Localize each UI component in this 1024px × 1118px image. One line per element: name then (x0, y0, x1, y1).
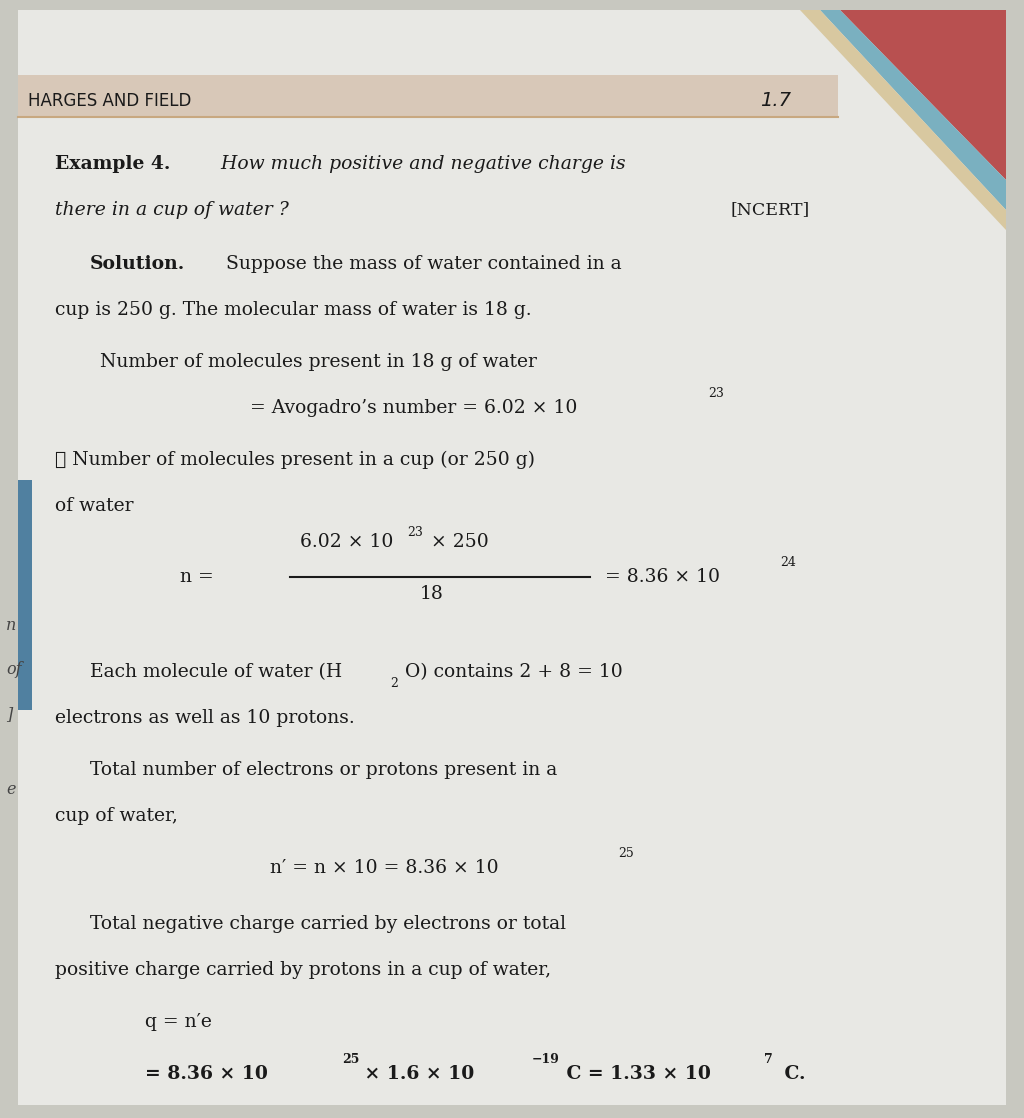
Text: 25: 25 (618, 847, 634, 860)
Polygon shape (840, 10, 1006, 180)
Text: of: of (6, 662, 22, 679)
Text: 23: 23 (407, 525, 423, 539)
Text: O) contains 2 + 8 = 10: O) contains 2 + 8 = 10 (406, 663, 623, 681)
Text: ]: ] (6, 707, 12, 723)
Text: ∴ Number of molecules present in a cup (or 250 g): ∴ Number of molecules present in a cup (… (55, 451, 535, 470)
Text: Number of molecules present in 18 g of water: Number of molecules present in 18 g of w… (100, 353, 537, 371)
Text: −19: −19 (532, 1053, 560, 1065)
Text: there in a cup of water ?: there in a cup of water ? (55, 201, 289, 219)
FancyBboxPatch shape (18, 10, 1006, 1105)
Text: × 250: × 250 (425, 533, 488, 551)
Text: 6.02 × 10: 6.02 × 10 (300, 533, 393, 551)
Bar (18, 75, 838, 117)
Text: n: n (6, 616, 16, 634)
Text: = 8.36 × 10: = 8.36 × 10 (605, 568, 720, 586)
Text: 1.7: 1.7 (760, 92, 791, 111)
Text: 25: 25 (342, 1053, 359, 1065)
Bar (18, 480, 32, 710)
Text: Each molecule of water (H: Each molecule of water (H (90, 663, 342, 681)
Text: n =: n = (180, 568, 214, 586)
Text: How much positive and negative charge is: How much positive and negative charge is (215, 155, 626, 173)
Text: Suppose the mass of water contained in a: Suppose the mass of water contained in a (220, 255, 622, 273)
Text: = Avogadro’s number = 6.02 × 10: = Avogadro’s number = 6.02 × 10 (250, 399, 578, 417)
Text: 2: 2 (390, 678, 398, 690)
Text: Solution.: Solution. (90, 255, 185, 273)
Text: electrons as well as 10 protons.: electrons as well as 10 protons. (55, 709, 354, 727)
Polygon shape (800, 10, 1006, 230)
Text: = 8.36 × 10: = 8.36 × 10 (145, 1065, 268, 1083)
Text: 18: 18 (420, 585, 443, 603)
Text: 7: 7 (764, 1053, 773, 1065)
Text: Example 4.: Example 4. (55, 155, 170, 173)
Text: HARGES AND FIELD: HARGES AND FIELD (28, 92, 191, 110)
Text: C = 1.33 × 10: C = 1.33 × 10 (560, 1065, 711, 1083)
Text: of water: of water (55, 498, 133, 515)
Text: e: e (6, 781, 15, 798)
Text: Total negative charge carried by electrons or total: Total negative charge carried by electro… (90, 915, 566, 934)
Text: cup is 250 g. The molecular mass of water is 18 g.: cup is 250 g. The molecular mass of wate… (55, 301, 531, 319)
Text: positive charge carried by protons in a cup of water,: positive charge carried by protons in a … (55, 961, 551, 979)
Text: × 1.6 × 10: × 1.6 × 10 (358, 1065, 474, 1083)
Text: 24: 24 (780, 557, 796, 569)
Text: q = n′e: q = n′e (145, 1013, 212, 1031)
Text: 23: 23 (708, 387, 724, 400)
Text: Total number of electrons or protons present in a: Total number of electrons or protons pre… (90, 761, 557, 779)
Text: [NCERT]: [NCERT] (730, 201, 809, 218)
Text: cup of water,: cup of water, (55, 807, 178, 825)
Polygon shape (820, 10, 1006, 210)
Text: C.: C. (778, 1065, 806, 1083)
Text: n′ = n × 10 = 8.36 × 10: n′ = n × 10 = 8.36 × 10 (270, 859, 499, 877)
